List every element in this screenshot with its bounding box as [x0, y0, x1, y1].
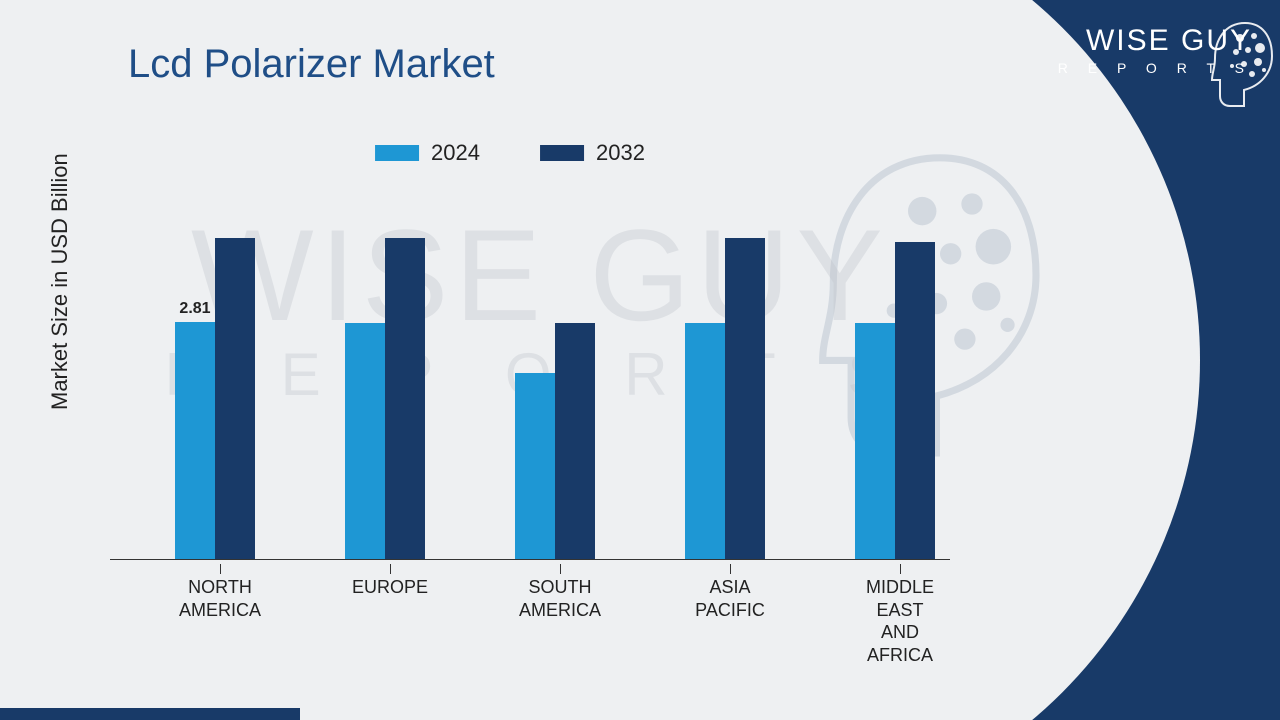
x-axis-label: MIDDLEEASTANDAFRICA — [825, 564, 975, 666]
bottom-accent-strip — [0, 708, 300, 720]
legend-label-2024: 2024 — [431, 140, 480, 166]
legend-swatch-2032 — [540, 145, 584, 161]
bar-chart: Market Size in USD Billion 2024 2032 2.8… — [60, 140, 960, 680]
x-axis-label: SOUTHAMERICA — [485, 564, 635, 621]
bar-value-label: 2.81 — [175, 300, 215, 322]
brand-head-icon — [1210, 18, 1280, 108]
legend-item-2024: 2024 — [375, 140, 480, 166]
y-axis-label: Market Size in USD Billion — [47, 153, 73, 410]
bar-2024: 2.81 — [175, 322, 215, 559]
legend-swatch-2024 — [375, 145, 419, 161]
x-axis-label: ASIAPACIFIC — [655, 564, 805, 621]
x-axis-label: NORTHAMERICA — [145, 564, 295, 621]
legend-label-2032: 2032 — [596, 140, 645, 166]
chart-legend: 2024 2032 — [375, 140, 645, 166]
right-accent-band — [960, 0, 1280, 720]
bar-2032 — [725, 238, 765, 559]
x-axis-label: EUROPE — [315, 564, 465, 599]
bar-2032 — [385, 238, 425, 559]
bar-2024 — [855, 323, 895, 559]
page-title: Lcd Polarizer Market — [128, 42, 495, 87]
bar-2024 — [685, 323, 725, 559]
plot-area: 2.81 — [110, 180, 950, 560]
legend-item-2032: 2032 — [540, 140, 645, 166]
bar-2032 — [895, 242, 935, 559]
bar-2032 — [215, 238, 255, 559]
bar-2024 — [515, 373, 555, 559]
bar-2024 — [345, 323, 385, 559]
bar-2032 — [555, 323, 595, 559]
